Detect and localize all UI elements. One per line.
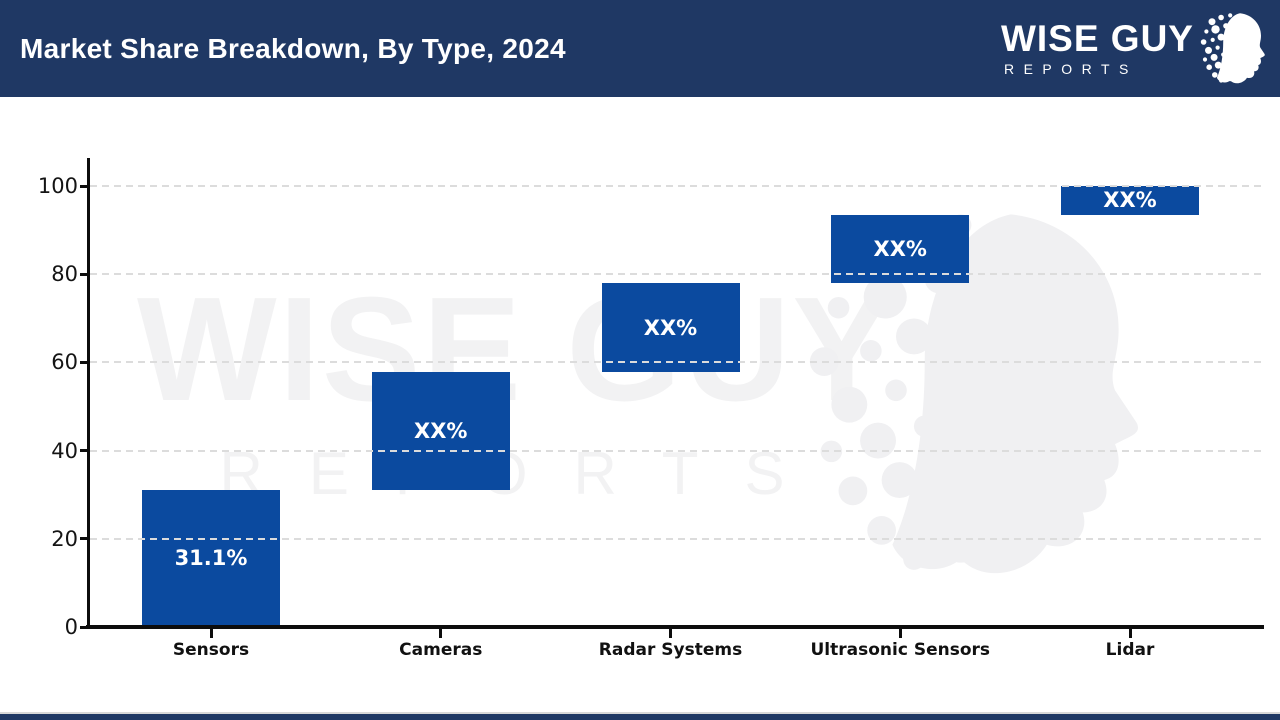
y-tick-label: 60	[51, 350, 78, 375]
y-tick-label: 40	[51, 438, 78, 463]
bar-segment: XX%	[831, 215, 970, 284]
y-tick-mark	[80, 625, 88, 629]
bar-value-label: XX%	[1103, 188, 1157, 213]
bar-value-label: 31.1%	[174, 546, 248, 571]
bar-value-label: XX%	[414, 418, 468, 443]
x-tick-mark	[898, 629, 902, 638]
footer-divider	[0, 712, 1280, 714]
gridline	[90, 449, 1262, 452]
x-tick-mark	[439, 629, 443, 638]
x-tick-label: Cameras	[399, 640, 483, 660]
header-bar: Market Share Breakdown, By Type, 2024 WI…	[0, 0, 1280, 97]
y-tick-label: 80	[51, 262, 78, 287]
bar-segment: 31.1%	[142, 489, 280, 627]
logo-wordmark: WISE GUY	[1000, 18, 1194, 59]
y-tick-mark	[80, 449, 88, 453]
gridline	[90, 273, 1262, 276]
x-tick-label: Ultrasonic Sensors	[810, 640, 990, 660]
wiseguy-face-icon	[1200, 12, 1265, 83]
footer-bar	[0, 714, 1280, 720]
x-tick-mark	[1128, 629, 1132, 638]
y-tick-mark	[80, 360, 88, 364]
x-axis-line	[86, 625, 1264, 629]
y-axis-line	[87, 158, 90, 629]
y-tick-mark	[80, 272, 88, 276]
y-tick-mark	[80, 537, 88, 541]
x-tick-mark	[669, 629, 672, 638]
x-tick-label: Sensors	[172, 640, 250, 660]
bar-segment: XX%	[601, 283, 740, 372]
y-tick-label: 20	[51, 526, 78, 551]
y-tick-label: 100	[37, 174, 78, 198]
wiseguy-logo: WISE GUY REPORTS	[1001, 0, 1268, 97]
bar-segment: XX%	[371, 371, 510, 490]
bar-value-label: XX%	[873, 237, 927, 262]
logo-subtitle: REPORTS	[1003, 61, 1138, 77]
x-tick-mark	[209, 629, 213, 638]
bar-value-label: XX%	[643, 315, 698, 340]
wiseguy-logo-text: WISE GUY REPORTS	[1000, 18, 1194, 78]
y-tick-mark	[80, 184, 88, 188]
gridline	[90, 185, 1262, 187]
gridline	[90, 537, 1262, 540]
gridline	[90, 361, 1262, 364]
page-title: Market Share Breakdown, By Type, 2024	[20, 32, 566, 64]
y-tick-label: 0	[64, 615, 78, 639]
bar-segment: XX%	[1061, 185, 1199, 216]
x-tick-label: Radar Systems	[598, 640, 743, 660]
x-tick-label: Lidar	[1105, 640, 1155, 660]
